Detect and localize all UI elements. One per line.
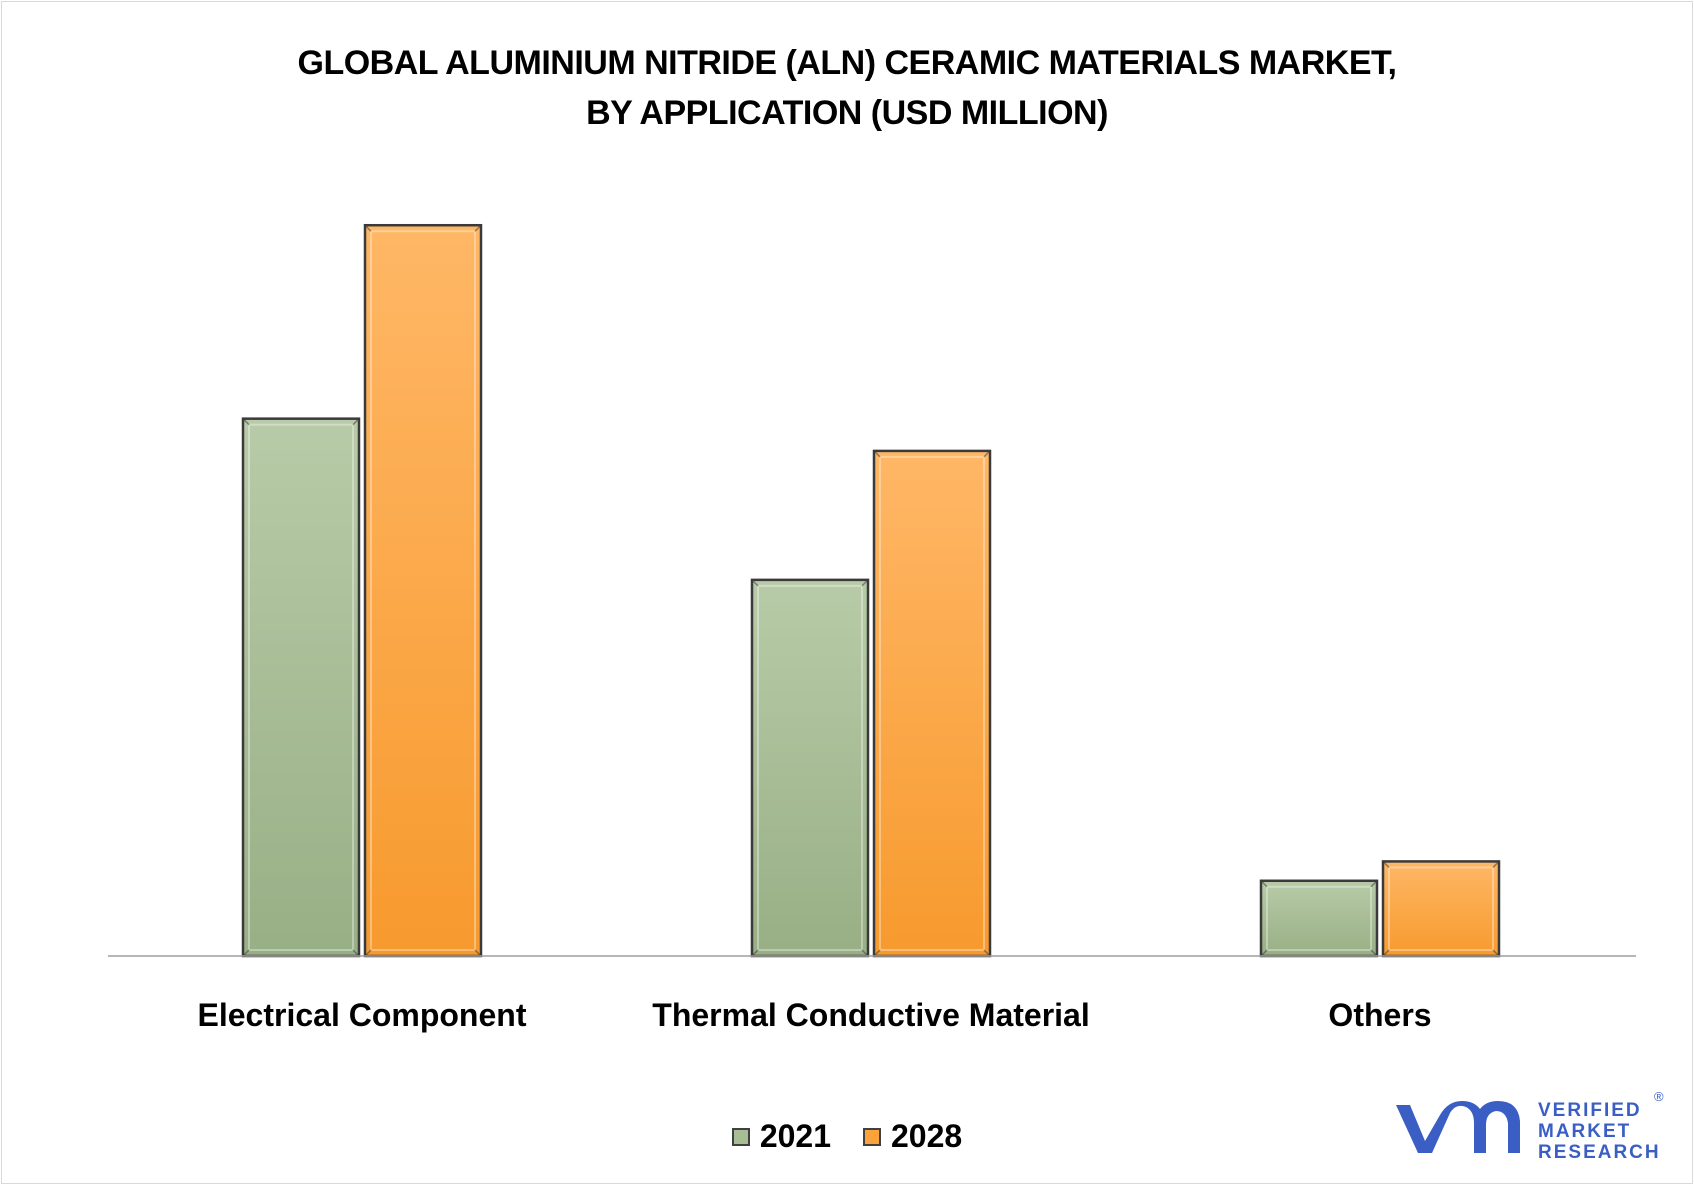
x-tick-label-thermal-conductive-material: Thermal Conductive Material [652,997,1089,1033]
legend-swatch-2028 [863,1127,881,1146]
legend-item-2021: 2021 [731,1118,831,1155]
logo-text: VERIFIED MARKET RESEARCH [1538,1100,1661,1163]
x-tick-label-electrical-component: Electrical Component [198,997,527,1033]
chart-title-line-1: GLOBAL ALUMINIUM NITRIDE (ALN) CERAMIC M… [297,44,1397,82]
bar-2028-thermal-conductive-material [872,449,992,958]
bar-2021-others [1259,879,1379,958]
bar-2021-thermal-conductive-material [750,578,870,958]
logo-registered-mark: ® [1654,1089,1664,1104]
bar-2028-others [1381,860,1501,958]
legend-swatch-2021 [731,1127,750,1146]
legend: 2021 2028 [0,1118,1694,1155]
verified-market-research-logo: VERIFIED MARKET RESEARCH ® [1392,1089,1672,1165]
logo-text-market: MARKET [1538,1121,1632,1142]
chart-title-line-2: BY APPLICATION (USD MILLION) [586,94,1108,132]
legend-item-2028: 2028 [863,1118,962,1155]
legend-label-2021: 2021 [759,1118,831,1154]
logo-text-verified: VERIFIED [1538,1100,1642,1121]
chart-title: GLOBAL ALUMINIUM NITRIDE (ALN) CERAMIC M… [0,38,1694,138]
logo-text-research: RESEARCH [1538,1142,1661,1163]
bar-2028-electrical-component [363,223,483,958]
vmr-logo-mark-icon [1396,1101,1520,1153]
legend-label-2028: 2028 [891,1118,963,1154]
bar-2021-electrical-component [241,417,361,958]
x-tick-label-others: Others [1328,997,1431,1033]
